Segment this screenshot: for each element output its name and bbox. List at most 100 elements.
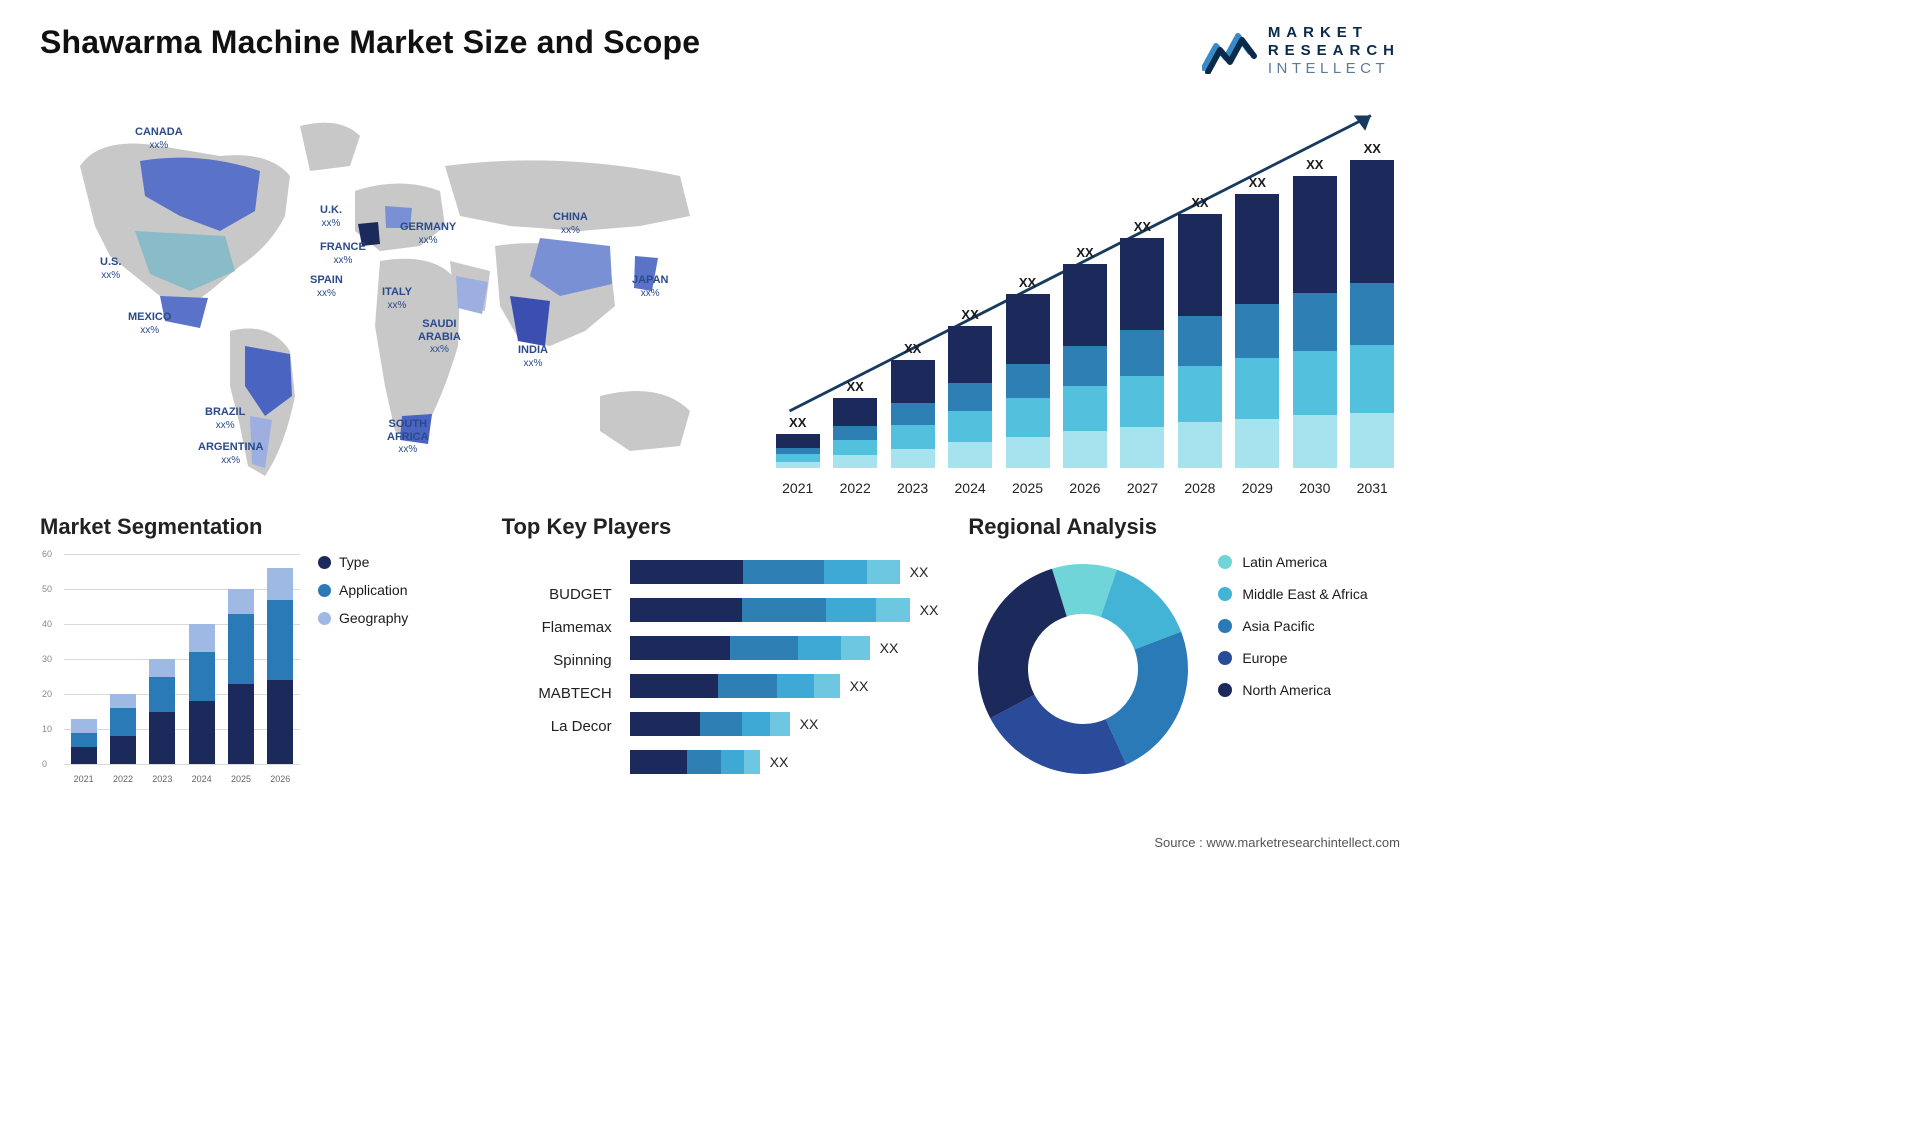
map-label: ITALYxx% [382, 286, 412, 311]
key-player-bar: XX [630, 750, 939, 774]
seg-x-label: 2021 [68, 774, 99, 784]
brand-logo: MARKET RESEARCH INTELLECT [1202, 24, 1400, 78]
growth-x-label: 2023 [889, 480, 936, 496]
growth-x-label: 2027 [1119, 480, 1166, 496]
key-players-panel: Top Key Players BUDGETFlamemaxSpinningMA… [502, 514, 939, 804]
world-map: CANADAxx% U.S.xx% MEXICOxx% BRAZILxx% ARGENT… [40, 96, 740, 496]
map-label: U.K.xx% [320, 204, 342, 229]
map-label: ARGENTINAxx% [198, 441, 263, 466]
growth-value-label: XX [1076, 245, 1093, 260]
logo-mark-icon [1202, 28, 1258, 74]
map-label: GERMANYxx% [400, 221, 456, 246]
map-label: MEXICOxx% [128, 311, 171, 336]
regional-title: Regional Analysis [968, 514, 1400, 540]
key-player-value: XX [920, 602, 939, 618]
legend-item: Application [318, 582, 408, 598]
segmentation-bar [265, 568, 296, 764]
legend-item: Geography [318, 610, 408, 626]
key-player-label: La Decor [502, 718, 612, 735]
growth-x-label: 2028 [1176, 480, 1223, 496]
source-text: Source : www.marketresearchintellect.com [1154, 835, 1400, 850]
key-player-label: MABTECH [502, 685, 612, 702]
donut-slice [978, 569, 1067, 719]
growth-bar: XX [1119, 219, 1166, 468]
logo-line3: INTELLECT [1268, 60, 1400, 78]
growth-value-label: XX [1249, 175, 1266, 190]
growth-x-label: 2031 [1349, 480, 1396, 496]
gridline: 0 [64, 764, 300, 765]
legend-item: Middle East & Africa [1218, 586, 1367, 602]
growth-bar: XX [1004, 275, 1051, 468]
map-label: BRAZILxx% [205, 406, 245, 431]
segmentation-legend: TypeApplicationGeography [318, 554, 408, 638]
growth-value-label: XX [961, 307, 978, 322]
key-players-title: Top Key Players [502, 514, 939, 540]
growth-bar: XX [1234, 175, 1281, 468]
regional-panel: Regional Analysis Latin America Middle Ea… [968, 514, 1400, 804]
growth-value-label: XX [1306, 157, 1323, 172]
key-player-bar: XX [630, 598, 939, 622]
growth-bar: XX [889, 341, 936, 468]
map-label: FRANCExx% [320, 241, 366, 266]
growth-x-label: 2024 [946, 480, 993, 496]
regional-legend: Latin America Middle East & Africa Asia Pa… [1218, 554, 1367, 714]
growth-bar: XX [946, 307, 993, 468]
logo-line2: RESEARCH [1268, 42, 1400, 60]
growth-bar: XX [831, 379, 878, 468]
key-player-value: XX [800, 716, 819, 732]
map-label: SAUDIARABIAxx% [418, 318, 461, 356]
growth-value-label: XX [1134, 219, 1151, 234]
legend-item: Asia Pacific [1218, 618, 1367, 634]
key-player-value: XX [910, 564, 929, 580]
growth-bar: XX [1061, 245, 1108, 468]
growth-bar: XX [774, 415, 821, 468]
map-label: CANADAxx% [135, 126, 183, 151]
key-player-bar: XX [630, 712, 939, 736]
growth-x-label: 2030 [1291, 480, 1338, 496]
growth-x-label: 2029 [1234, 480, 1281, 496]
growth-bar: XX [1349, 141, 1396, 468]
key-player-bar: XX [630, 636, 939, 660]
growth-x-label: 2022 [831, 480, 878, 496]
legend-item: Latin America [1218, 554, 1367, 570]
regional-donut [968, 554, 1198, 784]
map-label: JAPANxx% [632, 274, 668, 299]
key-player-bar: XX [630, 674, 939, 698]
seg-x-label: 2022 [107, 774, 138, 784]
segmentation-panel: Market Segmentation 0102030405060 202120… [40, 514, 472, 804]
map-label: U.S.xx% [100, 256, 121, 281]
donut-slice [1106, 632, 1188, 765]
growth-bar: XX [1176, 195, 1223, 468]
growth-bar-chart: XXXXXXXXXXXXXXXXXXXXXX 20212022202320242… [770, 96, 1400, 496]
segmentation-bar [68, 719, 99, 765]
page-title: Shawarma Machine Market Size and Scope [40, 24, 700, 61]
map-label: CHINAxx% [553, 211, 588, 236]
seg-x-label: 2023 [147, 774, 178, 784]
growth-x-label: 2025 [1004, 480, 1051, 496]
seg-x-label: 2025 [225, 774, 256, 784]
segmentation-chart: 0102030405060 202120222023202420252026 [40, 554, 300, 784]
segmentation-bar [107, 694, 138, 764]
growth-value-label: XX [904, 341, 921, 356]
key-player-label: Spinning [502, 652, 612, 669]
segmentation-bar [147, 659, 178, 764]
seg-x-label: 2026 [265, 774, 296, 784]
growth-value-label: XX [1019, 275, 1036, 290]
key-players-bars: XX XX XX XX XX XX [630, 554, 939, 774]
growth-value-label: XX [847, 379, 864, 394]
map-label: SOUTHAFRICAxx% [387, 418, 429, 456]
key-player-value: XX [880, 640, 899, 656]
growth-x-label: 2026 [1061, 480, 1108, 496]
key-player-bar: XX [630, 560, 939, 584]
segmentation-title: Market Segmentation [40, 514, 472, 540]
key-player-value: XX [770, 754, 789, 770]
map-label: SPAINxx% [310, 274, 343, 299]
logo-line1: MARKET [1268, 24, 1400, 42]
legend-item: Europe [1218, 650, 1367, 666]
growth-value-label: XX [1364, 141, 1381, 156]
key-player-value: XX [850, 678, 869, 694]
key-players-labels: BUDGETFlamemaxSpinningMABTECHLa Decor [502, 554, 612, 735]
growth-value-label: XX [1191, 195, 1208, 210]
segmentation-bar [186, 624, 217, 764]
seg-x-label: 2024 [186, 774, 217, 784]
